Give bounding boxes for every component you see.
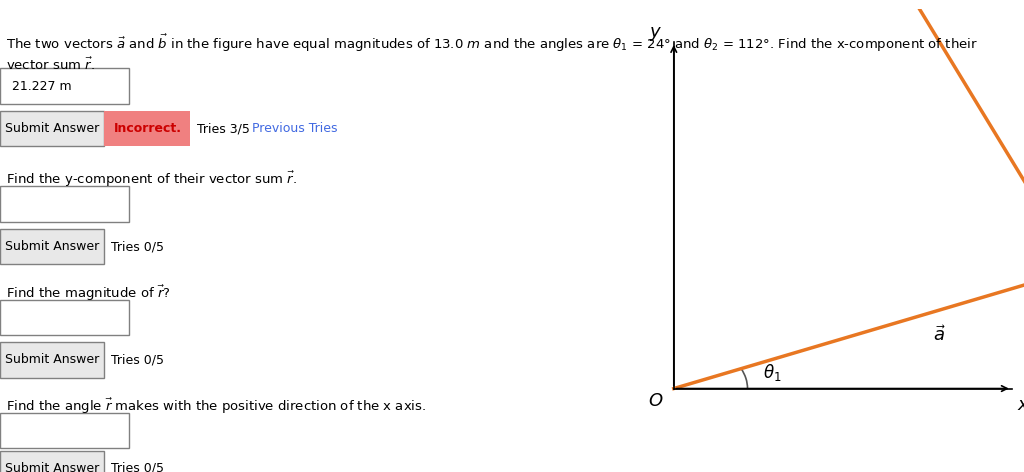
FancyBboxPatch shape — [0, 342, 104, 378]
Text: Incorrect.: Incorrect. — [114, 122, 181, 135]
Text: Submit Answer: Submit Answer — [5, 462, 99, 472]
FancyBboxPatch shape — [0, 111, 104, 146]
Text: $y$: $y$ — [648, 25, 663, 43]
Text: Submit Answer: Submit Answer — [5, 240, 99, 253]
Text: Previous Tries: Previous Tries — [252, 122, 337, 135]
Text: Tries 0/5: Tries 0/5 — [111, 240, 164, 253]
FancyBboxPatch shape — [104, 111, 190, 146]
FancyBboxPatch shape — [0, 451, 104, 472]
FancyBboxPatch shape — [0, 68, 129, 104]
Text: Find the angle $\vec{r}$ makes with the positive direction of the x axis.: Find the angle $\vec{r}$ makes with the … — [6, 396, 426, 416]
FancyBboxPatch shape — [0, 186, 129, 222]
Text: Submit Answer: Submit Answer — [5, 354, 99, 366]
Text: Tries 0/5: Tries 0/5 — [111, 354, 164, 366]
Text: Tries 3/5: Tries 3/5 — [197, 122, 250, 135]
FancyBboxPatch shape — [0, 300, 129, 335]
Text: 21.227 m: 21.227 m — [12, 80, 72, 93]
Text: Find the y-component of their vector sum $\vec{r}$.: Find the y-component of their vector sum… — [6, 170, 297, 189]
Text: Find the magnitude of $\vec{r}$?: Find the magnitude of $\vec{r}$? — [6, 283, 171, 303]
Text: Submit Answer: Submit Answer — [5, 122, 99, 135]
FancyBboxPatch shape — [0, 413, 129, 448]
Text: Tries 0/5: Tries 0/5 — [111, 462, 164, 472]
FancyBboxPatch shape — [0, 229, 104, 264]
Text: $x$: $x$ — [1018, 396, 1024, 414]
Text: $O$: $O$ — [647, 392, 664, 410]
Text: $\theta_1$: $\theta_1$ — [763, 362, 781, 383]
Text: $\vec{a}$: $\vec{a}$ — [933, 325, 945, 345]
Text: The two vectors $\vec{a}$ and $\vec{b}$ in the figure have equal magnitudes of 1: The two vectors $\vec{a}$ and $\vec{b}$ … — [6, 33, 978, 74]
